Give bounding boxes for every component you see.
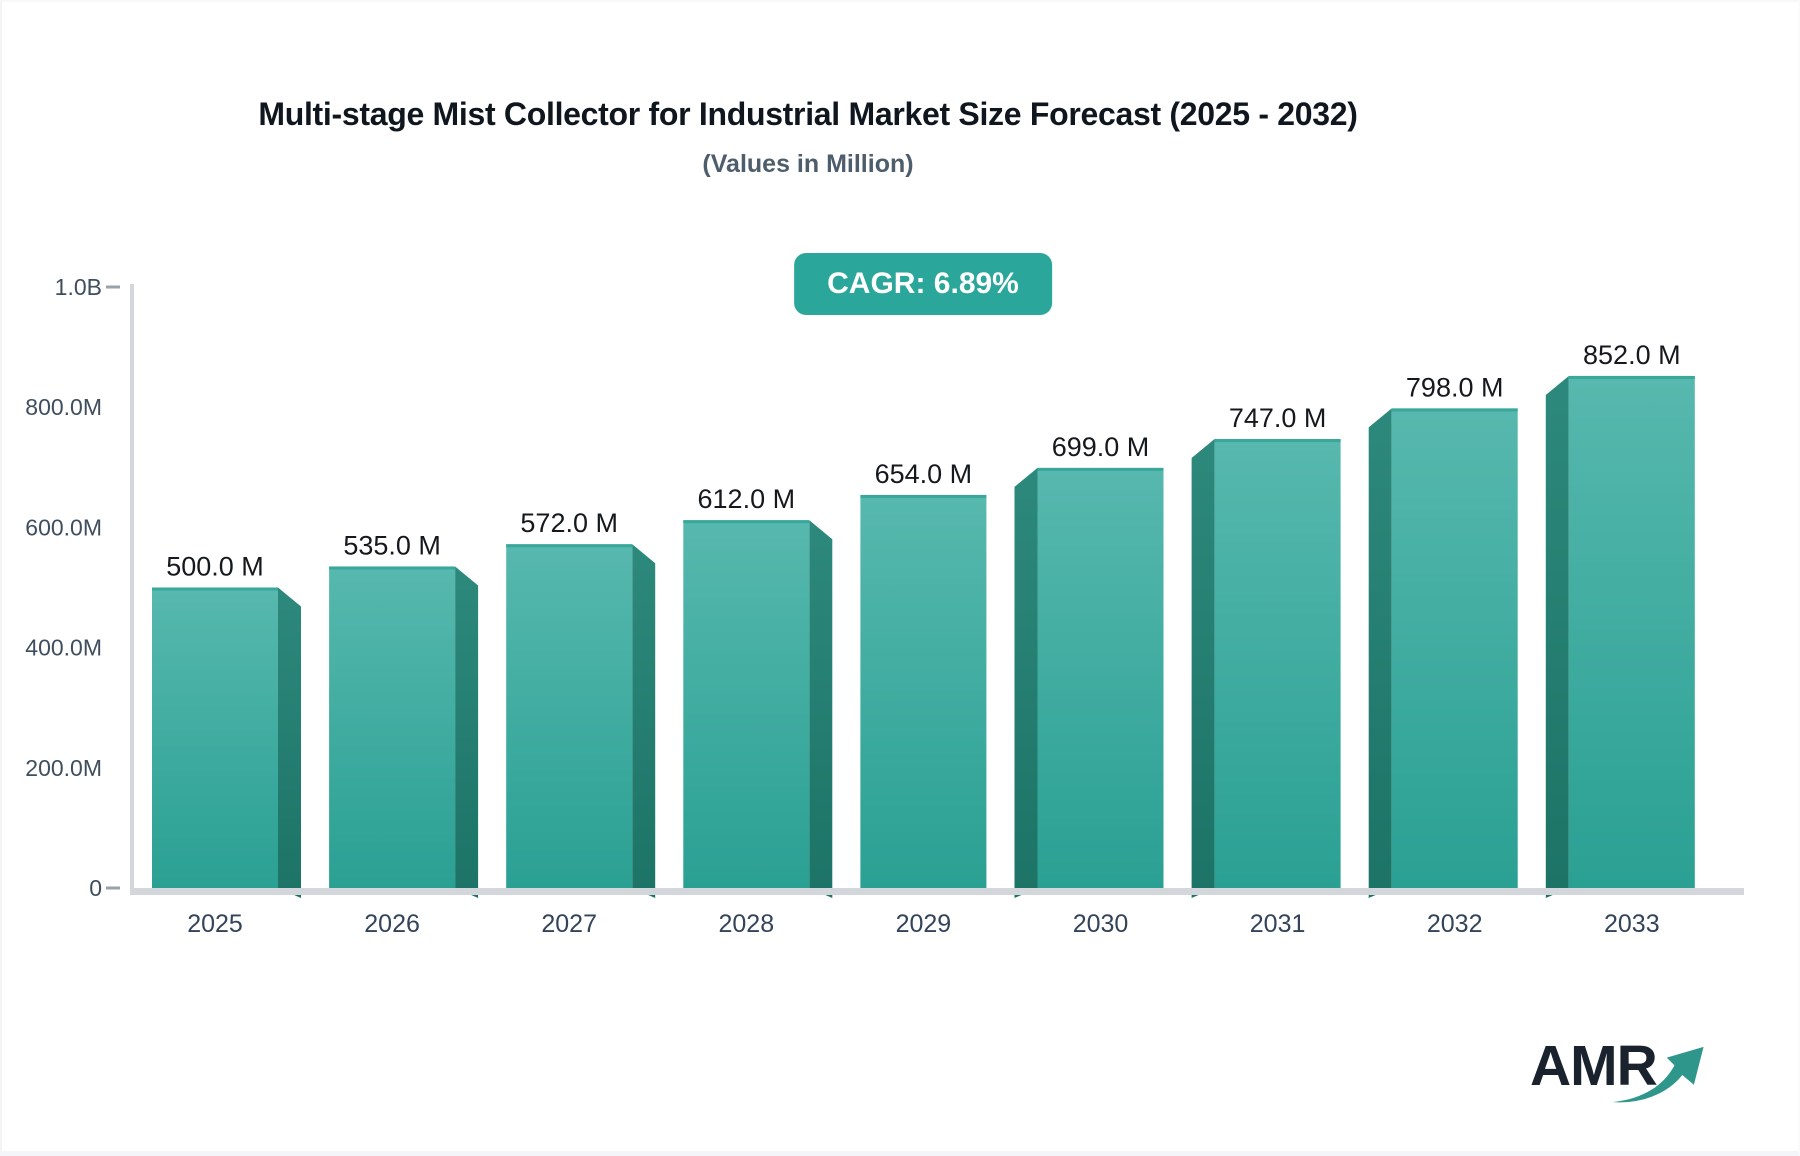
bar-group-2025[interactable]: 500.0 M 2025 [152, 552, 301, 939]
x-tick-label: 2027 [541, 910, 597, 938]
bar-top-edge [1214, 439, 1341, 443]
bar-group-2028[interactable]: 612.0 M 2028 [683, 484, 833, 938]
y-tick-label: 1.0B [55, 274, 102, 300]
bar-front-face[interactable] [506, 544, 633, 888]
bar-top-edge [329, 566, 456, 570]
x-tick-label: 2030 [1073, 910, 1129, 938]
bar-group-2033[interactable]: 852.0 M 2033 [1545, 340, 1695, 938]
chart-title: Multi-stage Mist Collector for Industria… [258, 96, 1358, 132]
bar-group-2026[interactable]: 535.0 M 2026 [329, 530, 479, 938]
bar-side-face[interactable] [632, 544, 656, 898]
bar-value-label: 798.0 M [1406, 372, 1504, 402]
y-tick-label: 600.0M [25, 514, 102, 540]
bar-value-label: 699.0 M [1052, 432, 1150, 462]
trend-arrow-path [1612, 1046, 1704, 1103]
y-axis-tick [106, 886, 120, 890]
bar-group-2027[interactable]: 572.0 M 2027 [506, 508, 656, 938]
bar-top-edge [1037, 467, 1164, 471]
bar-value-label: 747.0 M [1229, 403, 1327, 433]
bar-value-label: 654.0 M [875, 459, 973, 489]
bar-side-face[interactable] [455, 566, 479, 898]
x-tick-label: 2031 [1250, 910, 1306, 938]
bar-top-edge [683, 520, 810, 524]
bar-front-face[interactable] [1037, 467, 1164, 888]
chart-subtitle: (Values in Million) [702, 150, 914, 178]
x-tick-label: 2032 [1427, 910, 1483, 938]
y-tick-label: 800.0M [25, 394, 102, 420]
bar-value-label: 852.0 M [1583, 340, 1681, 370]
cagr-badge: CAGR: 6.89% [794, 253, 1052, 315]
x-tick-label: 2028 [718, 910, 774, 938]
bar-front-face[interactable] [1568, 375, 1695, 888]
bar-side-face[interactable] [278, 587, 301, 899]
trend-arrow-icon [1612, 1046, 1704, 1103]
y-tick-label: 400.0M [25, 635, 102, 661]
amr-logo-text: AMR [1530, 1034, 1658, 1098]
bar-top-edge [1391, 408, 1518, 412]
bar-side-face[interactable] [1191, 439, 1215, 898]
y-axis-tick [106, 285, 120, 289]
bar-group-2032[interactable]: 798.0 M 2032 [1368, 372, 1518, 938]
cagr-badge-label: CAGR: 6.89% [827, 267, 1019, 300]
bar-front-face[interactable] [1391, 408, 1518, 888]
x-tick-label: 2029 [896, 910, 952, 938]
bar-value-label: 535.0 M [343, 530, 441, 560]
bar-front-face[interactable] [152, 587, 278, 889]
bar-front-face[interactable] [329, 566, 456, 888]
bar-side-face[interactable] [1014, 467, 1038, 898]
bar-top-edge [860, 494, 987, 498]
bar-value-label: 500.0 M [166, 552, 264, 582]
bar-top-edge [1568, 375, 1695, 379]
x-tick-label: 2026 [364, 910, 420, 938]
bar-group-2031[interactable]: 747.0 M 2031 [1191, 403, 1341, 938]
bar-value-label: 572.0 M [520, 508, 618, 538]
x-tick-label: 2033 [1604, 910, 1660, 938]
bar-side-face[interactable] [809, 520, 833, 898]
bar-side-face[interactable] [1545, 375, 1569, 898]
bar-group-2030[interactable]: 699.0 M 2030 [1014, 432, 1164, 938]
x-axis-baseline [130, 888, 1744, 895]
amr-logo: AMR [1530, 1038, 1730, 1122]
bar-value-label: 612.0 M [698, 484, 796, 514]
bar-side-face[interactable] [1368, 408, 1392, 898]
bar-top-edge [152, 587, 278, 591]
y-tick-label: 200.0M [25, 755, 102, 781]
bar-top-edge [506, 544, 633, 548]
y-tick-label: 0 [89, 875, 102, 901]
bar-front-face[interactable] [683, 520, 810, 888]
bar-front-face[interactable] [860, 494, 987, 888]
y-axis-line [130, 284, 134, 895]
bar-front-face[interactable] [1214, 439, 1341, 888]
x-tick-label: 2025 [187, 910, 243, 938]
bar-group-2029[interactable]: 654.0 M 2029 [860, 459, 987, 938]
